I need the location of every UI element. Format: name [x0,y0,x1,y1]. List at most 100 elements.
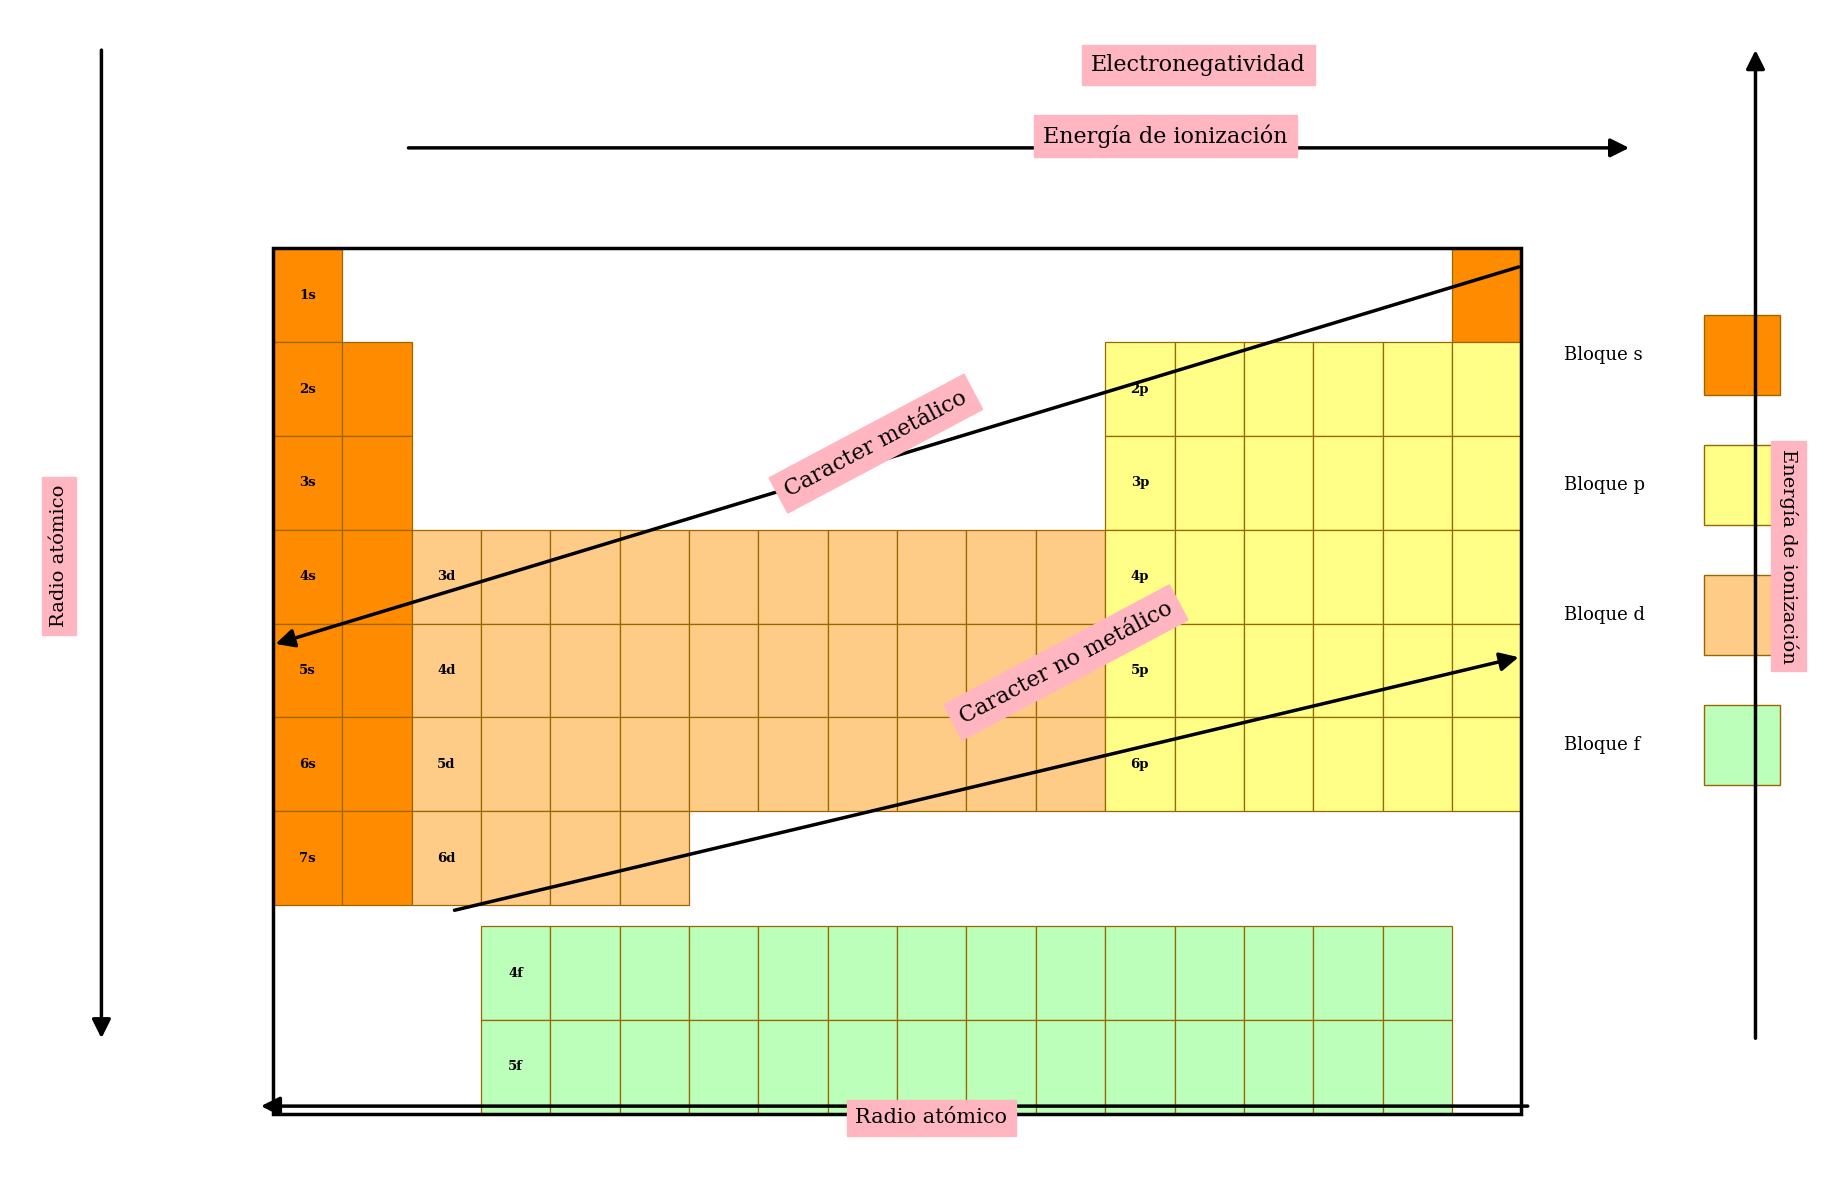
Bar [896,717,966,812]
Bar [273,530,343,623]
Bar [481,530,550,623]
Bar [1313,342,1383,437]
Bar [273,342,343,437]
Text: Bloque p: Bloque p [1564,476,1645,494]
Bar [550,623,620,717]
Bar [550,530,620,623]
Bar [966,1020,1036,1114]
Bar [828,717,896,812]
Text: 2p: 2p [1130,382,1149,395]
Text: Bloque f: Bloque f [1564,736,1639,755]
Bar [1383,530,1451,623]
Bar [1036,1020,1105,1114]
Bar [966,530,1036,623]
Bar [1451,248,1521,342]
Text: 6p: 6p [1130,758,1149,771]
Bar [343,812,411,905]
Bar [1245,926,1313,1020]
Bar [966,717,1036,812]
Text: Bloque s: Bloque s [1564,345,1643,364]
Bar [343,437,411,530]
Bar [896,530,966,623]
Bar [411,717,481,812]
Bar [828,530,896,623]
Bar [1313,717,1383,812]
Bar [1105,717,1175,812]
Text: 3p: 3p [1130,477,1149,490]
Text: 6s: 6s [299,758,315,771]
Bar [1036,926,1105,1020]
Bar [481,1020,550,1114]
Bar [1313,437,1383,530]
Bar [273,623,343,717]
Bar [1313,530,1383,623]
Text: 4d: 4d [437,664,455,677]
Bar [1105,342,1175,437]
Bar [343,717,411,812]
Bar [1383,437,1451,530]
Bar [758,926,828,1020]
Bar [896,623,966,717]
Text: 4s: 4s [299,570,315,583]
Bar [620,530,690,623]
Text: 4p: 4p [1130,570,1149,583]
Bar [1313,1020,1383,1114]
Bar [620,717,690,812]
Bar [1105,530,1175,623]
Bar [620,1020,690,1114]
Bar [1451,342,1521,437]
Bar [828,623,896,717]
Text: 2s: 2s [299,382,315,395]
Bar [1451,437,1521,530]
Bar [758,1020,828,1114]
Bar [1105,926,1175,1020]
Bar [620,623,690,717]
Bar [620,812,690,905]
Bar [690,926,758,1020]
Bar [690,530,758,623]
Bar [273,437,343,530]
Bar [1036,623,1105,717]
Bar [1383,926,1451,1020]
Bar [481,623,550,717]
Bar [1383,623,1451,717]
Text: 3s: 3s [299,477,315,490]
Text: Caracter no metálico: Caracter no metálico [955,597,1176,728]
Bar [1704,315,1779,395]
Bar [1704,575,1779,655]
Bar [1704,705,1779,786]
Bar [896,1020,966,1114]
Bar [690,717,758,812]
Bar [1245,530,1313,623]
Text: Radio atómico: Radio atómico [50,485,68,627]
Bar [690,623,758,717]
Bar [411,623,481,717]
Bar [966,623,1036,717]
Bar [758,623,828,717]
Bar [343,530,411,623]
Bar [481,717,550,812]
Bar [1313,623,1383,717]
Bar [1451,717,1521,812]
Bar [1704,445,1779,525]
Text: 7s: 7s [299,852,315,865]
Bar [550,1020,620,1114]
Bar [273,248,1521,1114]
Bar [481,926,550,1020]
Text: Radio atómico: Radio atómico [856,1108,1007,1127]
Text: Energía de ionización: Energía de ionización [1044,124,1287,148]
Bar [1175,437,1245,530]
Bar [1105,437,1175,530]
Bar [273,812,343,905]
Bar [1175,926,1245,1020]
Bar [273,717,343,812]
Bar [758,530,828,623]
Bar [273,248,343,342]
Text: Energía de ionización: Energía de ionización [1779,448,1798,664]
Bar [550,717,620,812]
Text: 5s: 5s [299,664,315,677]
Bar [1245,437,1313,530]
Bar [1383,342,1451,437]
Text: 4f: 4f [509,967,524,980]
Bar [1036,530,1105,623]
